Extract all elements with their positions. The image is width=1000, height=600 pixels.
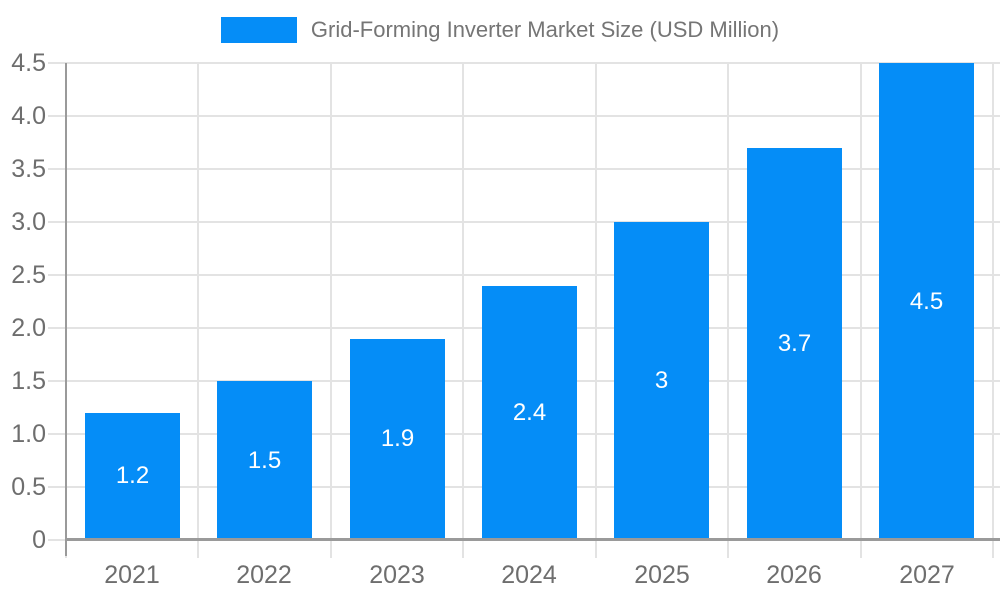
h-gridline (66, 221, 1000, 223)
h-gridline (66, 115, 1000, 117)
bar-value-label: 1.5 (247, 447, 282, 474)
y-axis-tick (48, 380, 66, 382)
y-axis-label: 3.0 (11, 208, 46, 236)
x-axis-label: 2026 (766, 561, 822, 589)
x-axis-label: 2025 (634, 561, 690, 589)
bar-value-label: 3 (654, 367, 669, 394)
legend-label: Grid-Forming Inverter Market Size (USD M… (310, 17, 780, 42)
bar[interactable] (614, 222, 709, 540)
y-axis-tick (48, 168, 66, 170)
bar[interactable] (350, 339, 445, 540)
v-gridline (727, 63, 729, 540)
bar-value-label: 4.5 (909, 288, 944, 315)
y-axis-tick (48, 221, 66, 223)
x-axis-tick (462, 540, 464, 558)
bar[interactable] (482, 286, 577, 540)
x-axis-line (65, 538, 1000, 541)
bar-value-label: 3.7 (777, 330, 812, 357)
bar[interactable] (217, 381, 312, 540)
h-gridline (66, 168, 1000, 170)
bar[interactable] (85, 413, 180, 540)
y-axis-label: 4.5 (11, 49, 46, 77)
v-gridline (860, 63, 862, 540)
v-gridline (992, 63, 994, 540)
x-axis-tick (860, 540, 862, 558)
y-axis-tick (48, 539, 66, 541)
y-axis-label: 2.5 (11, 261, 46, 289)
y-axis-label: 3.5 (11, 155, 46, 183)
y-axis-label: 0.5 (11, 473, 46, 501)
y-axis-label: 2.0 (11, 314, 46, 342)
x-axis-label: 2021 (104, 561, 160, 589)
y-axis-tick (48, 115, 66, 117)
y-axis-tick (48, 486, 66, 488)
x-axis-tick (330, 540, 332, 558)
y-axis-label: 0 (32, 526, 46, 554)
y-axis-tick (48, 62, 66, 64)
legend-item[interactable]: Grid-Forming Inverter Market Size (USD M… (220, 17, 780, 43)
x-axis-label: 2022 (236, 561, 292, 589)
y-axis-tick (48, 433, 66, 435)
bar-value-label: 1.9 (380, 425, 415, 452)
v-gridline (462, 63, 464, 540)
x-axis-tick (727, 540, 729, 558)
x-axis-label: 2024 (501, 561, 557, 589)
x-axis-tick (595, 540, 597, 558)
bar[interactable] (879, 63, 974, 540)
y-axis-tick (48, 327, 66, 329)
x-axis-label: 2023 (369, 561, 425, 589)
bar-value-label: 2.4 (512, 399, 547, 426)
y-axis-label: 1.0 (11, 420, 46, 448)
y-axis-tick (48, 274, 66, 276)
y-axis-label: 1.5 (11, 367, 46, 395)
x-axis-label: 2027 (899, 561, 955, 589)
bar-value-label: 1.2 (115, 462, 150, 489)
legend-swatch-icon (220, 17, 297, 43)
y-axis-label: 4.0 (11, 102, 46, 130)
v-gridline (330, 63, 332, 540)
legend: Grid-Forming Inverter Market Size (USD M… (0, 17, 1000, 43)
v-gridline (197, 63, 199, 540)
bar[interactable] (747, 148, 842, 540)
h-gridline (66, 62, 1000, 64)
x-axis-tick (197, 540, 199, 558)
h-gridline (66, 274, 1000, 276)
x-axis-tick (992, 540, 994, 558)
y-axis-line (65, 63, 67, 556)
v-gridline (595, 63, 597, 540)
